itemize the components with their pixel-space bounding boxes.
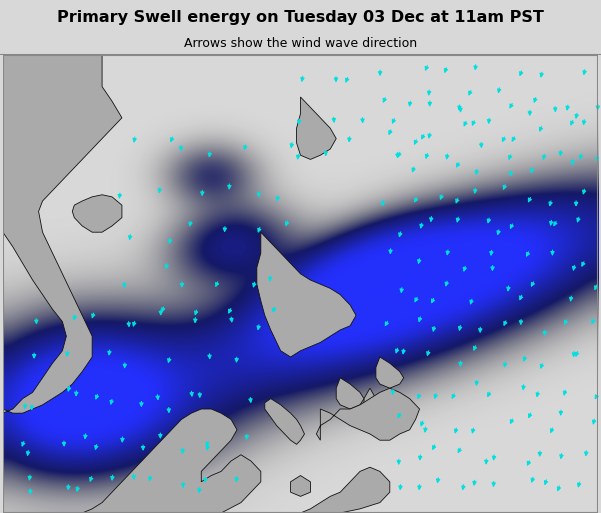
Text: Arrows show the wind wave direction: Arrows show the wind wave direction bbox=[184, 37, 417, 50]
Polygon shape bbox=[336, 378, 364, 409]
Polygon shape bbox=[316, 388, 419, 440]
Polygon shape bbox=[300, 467, 390, 513]
Text: Primary Swell energy on Tuesday 03 Dec at 11am PST: Primary Swell energy on Tuesday 03 Dec a… bbox=[57, 10, 544, 25]
Polygon shape bbox=[265, 399, 305, 444]
Polygon shape bbox=[72, 195, 122, 232]
Polygon shape bbox=[376, 357, 404, 388]
Polygon shape bbox=[63, 409, 261, 513]
Polygon shape bbox=[257, 232, 356, 357]
Polygon shape bbox=[290, 476, 311, 497]
Polygon shape bbox=[296, 97, 336, 160]
Polygon shape bbox=[0, 55, 122, 413]
Polygon shape bbox=[364, 388, 384, 413]
